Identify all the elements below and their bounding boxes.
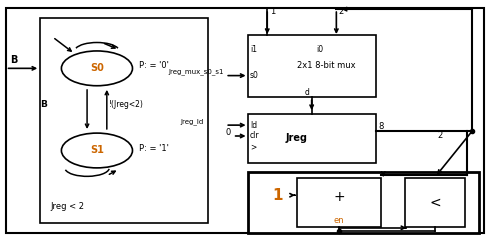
Text: 2x1 8-bit mux: 2x1 8-bit mux [297, 61, 355, 70]
Text: 1: 1 [270, 7, 275, 16]
Text: S0: S0 [90, 63, 104, 73]
Circle shape [61, 51, 133, 86]
Bar [248, 114, 376, 163]
Text: en: en [334, 216, 344, 225]
Bar [248, 35, 376, 97]
Bar [405, 178, 465, 227]
Text: s0: s0 [250, 71, 259, 80]
Text: S1: S1 [90, 146, 104, 156]
Text: Jreg: Jreg [286, 133, 308, 143]
Text: clr: clr [250, 131, 259, 140]
Text: +: + [333, 190, 345, 204]
Text: 2: 2 [438, 131, 443, 140]
Text: ld: ld [250, 121, 257, 130]
Bar [248, 172, 480, 233]
Text: P: = '1': P: = '1' [139, 144, 169, 153]
Bar [40, 17, 208, 223]
Text: <: < [429, 195, 441, 209]
Text: >: > [250, 142, 256, 151]
Bar [297, 178, 381, 227]
Text: 2: 2 [339, 7, 344, 16]
Text: Jreg_ld: Jreg_ld [181, 118, 204, 125]
Text: P: = '0': P: = '0' [139, 61, 169, 70]
Text: Jreg_mux_s0_s1: Jreg_mux_s0_s1 [168, 69, 224, 75]
Circle shape [61, 133, 133, 168]
Text: 0: 0 [225, 128, 231, 137]
Text: i1: i1 [250, 44, 257, 53]
Text: d: d [304, 88, 309, 97]
Text: B: B [10, 55, 18, 65]
Text: Jreg < 2: Jreg < 2 [50, 201, 84, 211]
Text: i0: i0 [317, 44, 324, 53]
Text: !(Jreg<2): !(Jreg<2) [109, 100, 144, 109]
Text: 1: 1 [272, 188, 283, 203]
Text: B: B [40, 100, 47, 109]
Text: 8: 8 [378, 122, 384, 131]
